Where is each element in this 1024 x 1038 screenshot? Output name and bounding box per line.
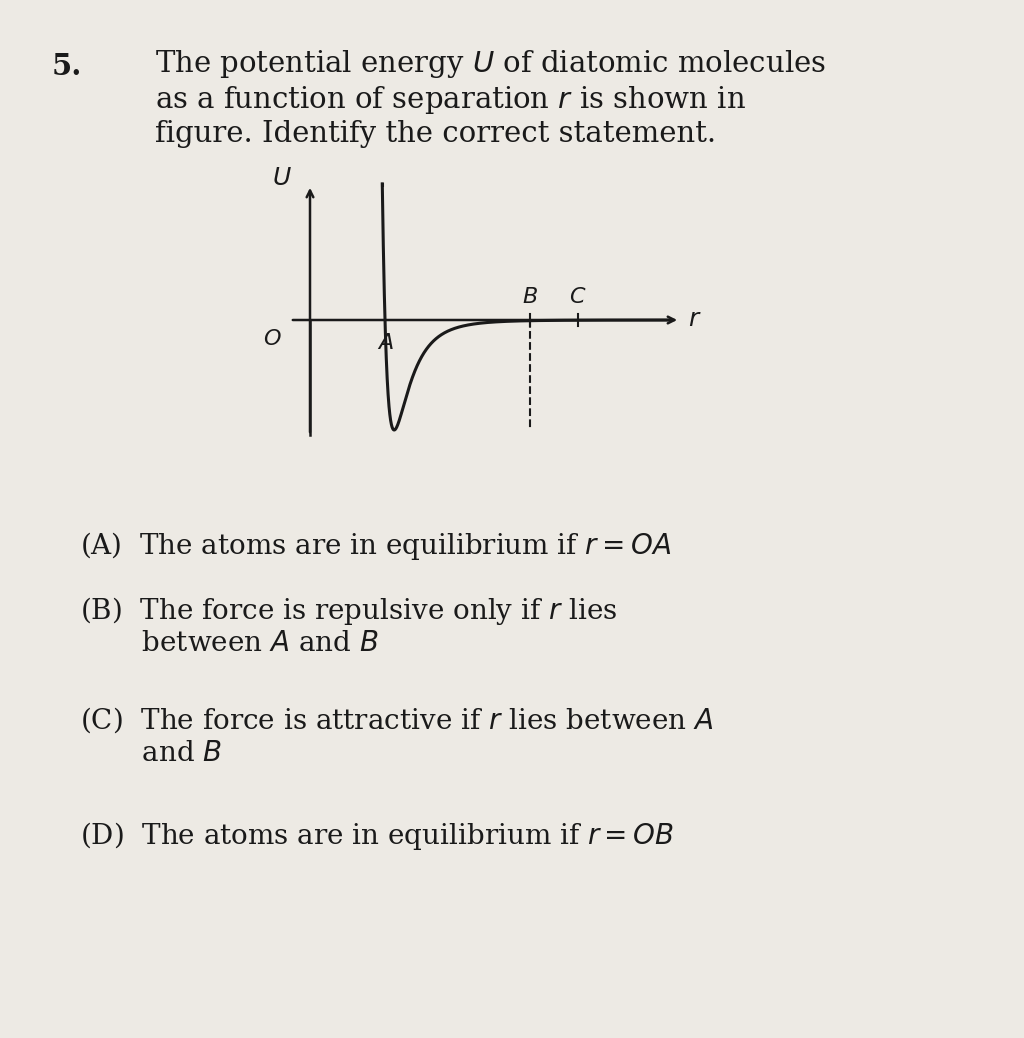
Text: $r$: $r$: [688, 308, 701, 331]
Text: $C$: $C$: [569, 286, 587, 308]
Text: between $A$ and $B$: between $A$ and $B$: [80, 630, 379, 657]
Text: 5.: 5.: [52, 52, 82, 81]
Text: and $B$: and $B$: [80, 740, 222, 767]
Text: as a function of separation $r$ is shown in: as a function of separation $r$ is shown…: [155, 84, 746, 116]
Text: The potential energy $U$ of diatomic molecules: The potential energy $U$ of diatomic mol…: [155, 48, 826, 80]
Text: (B)  The force is repulsive only if $r$ lies: (B) The force is repulsive only if $r$ l…: [80, 595, 617, 627]
Text: (C)  The force is attractive if $r$ lies between $A$: (C) The force is attractive if $r$ lies …: [80, 705, 714, 735]
Text: $O$: $O$: [263, 328, 282, 350]
Text: $A$: $A$: [377, 332, 393, 354]
Text: $U$: $U$: [272, 167, 292, 190]
Text: (A)  The atoms are in equilibrium if $r = OA$: (A) The atoms are in equilibrium if $r =…: [80, 530, 672, 562]
Text: $B$: $B$: [522, 286, 538, 308]
Text: figure. Identify the correct statement.: figure. Identify the correct statement.: [155, 120, 716, 148]
Text: (D)  The atoms are in equilibrium if $r = OB$: (D) The atoms are in equilibrium if $r =…: [80, 820, 674, 852]
